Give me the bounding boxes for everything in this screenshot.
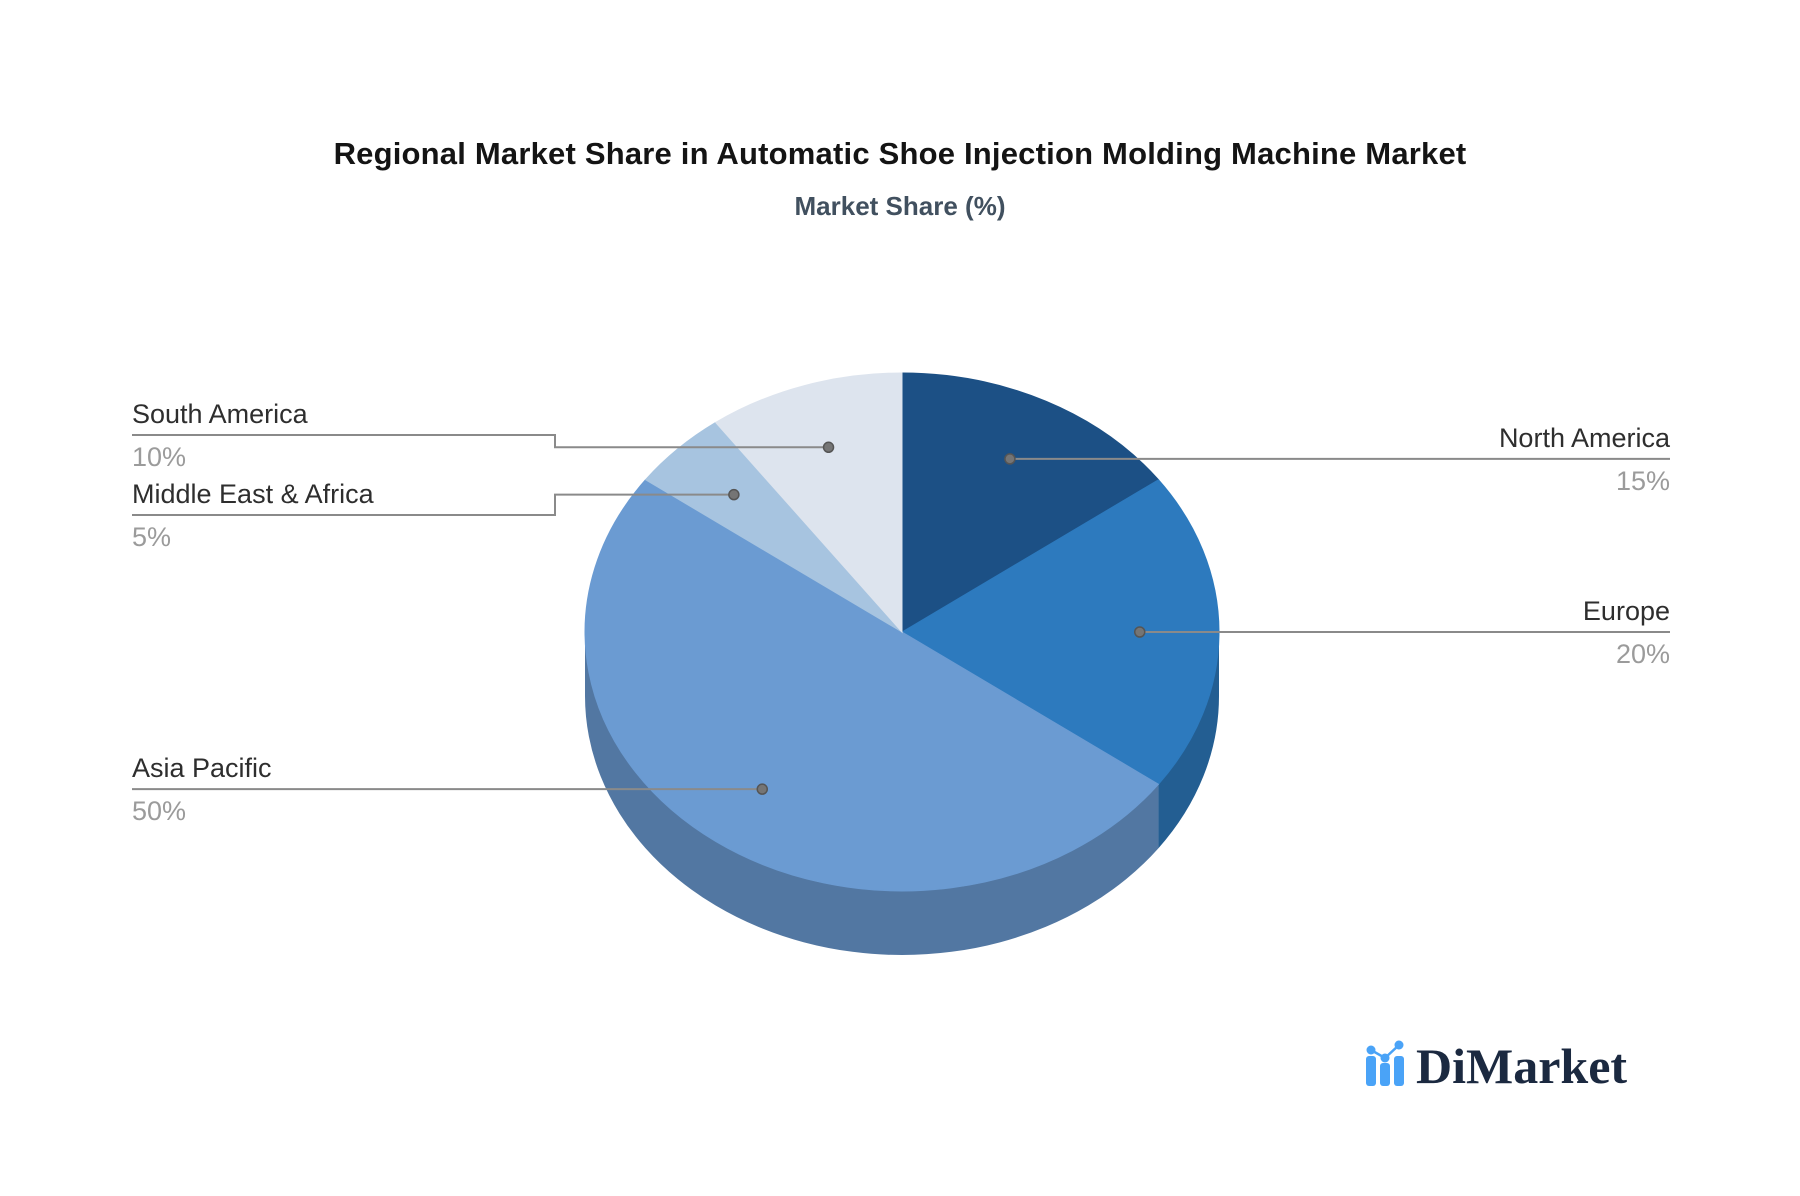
leader-dot [756, 783, 769, 795]
leader-dot [1134, 626, 1146, 638]
slice-value: 15% [1615, 465, 1670, 496]
bar-chart-logo-icon [1366, 1040, 1404, 1086]
logo-text: DiMarket [1416, 1038, 1628, 1094]
dimarket-logo: DiMarket [1364, 1038, 1684, 1108]
leader-dot [728, 488, 740, 501]
slice-label: North America [1498, 422, 1670, 453]
leader-line [132, 493, 734, 516]
leader-dot [1004, 453, 1016, 465]
pie-slice-south-america[interactable] [714, 372, 903, 634]
leader-dot [822, 441, 835, 454]
slice-value: 50% [132, 796, 187, 827]
chart-subtitle: Market Share (%) [794, 191, 1006, 221]
chart-title: Regional Market Share in Automatic Shoe … [333, 136, 1467, 171]
slice-label: Asia Pacific [132, 753, 272, 784]
slice-value: 20% [1615, 639, 1670, 669]
slice-value: 10% [132, 442, 187, 472]
slice-label: Middle East & Africa [132, 479, 374, 509]
leader-line [132, 434, 829, 449]
slice-label: South America [132, 399, 308, 429]
pie-slice-north-america[interactable] [901, 372, 1160, 633]
slice-label: Europe [1582, 596, 1670, 626]
pie-slice-side-europe [1158, 632, 1219, 849]
slice-value: 5% [132, 522, 172, 552]
